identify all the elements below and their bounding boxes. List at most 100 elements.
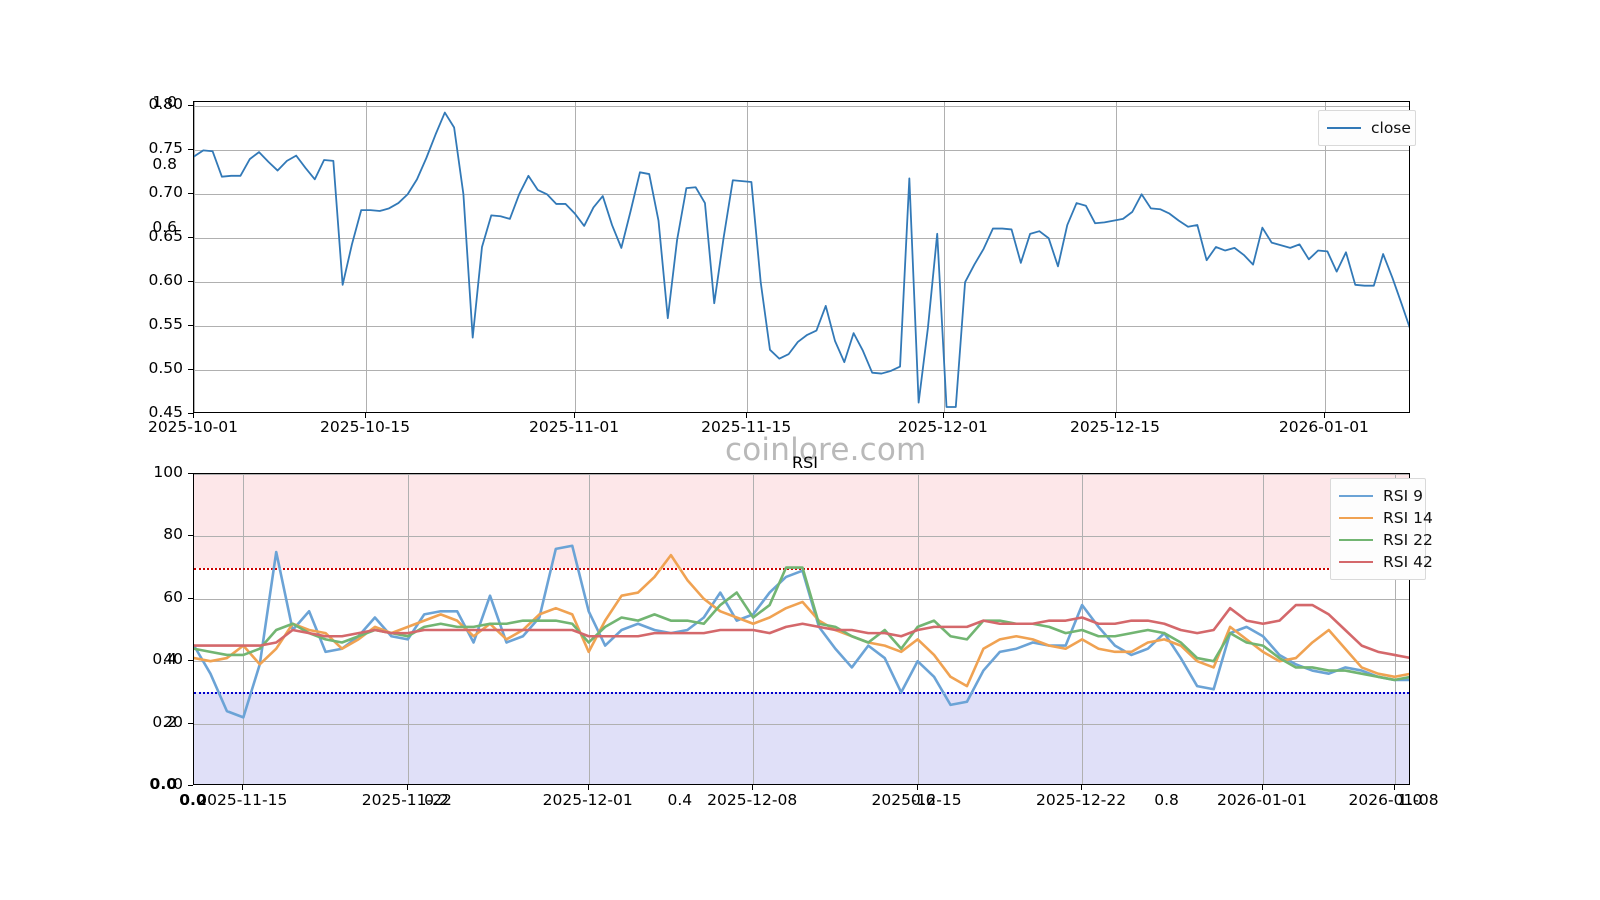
price-legend-item-0[interactable]: close [1327,117,1411,139]
price-gridline-v-1 [366,102,368,412]
price-secondary-y-tick-0: 1.0 [152,93,177,111]
rsi-y-tickmark-3 [188,660,193,662]
rsi-chart-title: RSI [792,453,818,472]
rsi-line-rsi-14 [194,553,1409,688]
price-y-tickmark-7 [188,413,193,414]
price-legend-label-0: close [1371,119,1411,137]
rsi-y-tickmark-5 [188,785,193,786]
price-gridline-h-6 [194,370,1409,372]
rsi-legend-item-2[interactable]: RSI 22 [1339,529,1433,551]
rsi-secondary-x-tick-2: 0.4 [667,791,693,809]
rsi-legend-item-0[interactable]: RSI 9 [1339,485,1423,507]
price-x-tickmark-2 [574,413,576,418]
price-x-tickmark-5 [1115,413,1116,418]
price-y-tick-0: 0.80 [148,95,183,114]
rsi-y-tick-4: 20 [163,712,183,731]
price-x-tick-6: 2026-01-01 [1278,418,1369,436]
price-gridline-h-1 [194,150,1409,152]
rsi-x-tick-1: 2025-11-22 [361,791,452,809]
price-gridline-v-0 [194,102,195,412]
rsi-gridline-h-1 [194,536,1409,538]
rsi-secondary-x-tick-5: 1.0 [1397,791,1423,809]
legend-swatch-rsi-22 [1339,539,1373,541]
rsi-x-tickmark-5 [1081,785,1083,790]
rsi-gridline-v-2 [588,474,590,784]
rsi-gridline-v-6 [1263,474,1264,784]
price-chart-panel [193,101,1410,413]
price-line-close [194,111,1409,408]
price-x-tickmark-4 [942,413,944,418]
rsi-x-tick-7: 2026-01-08 [1348,791,1439,809]
legend-swatch-rsi-14 [1339,517,1373,519]
rsi-secondary-y-tick-2: 0.0 [149,775,177,793]
rsi-y-tick-5: 0 [173,775,183,793]
rsi-secondary-y-tick-0: 0.4 [152,650,177,669]
rsi-chart-panel [193,473,1410,785]
rsi-x-tickmark-6 [1262,785,1263,790]
rsi-y-tickmark-2 [188,597,193,599]
price-close-series [194,111,1409,408]
price-x-tickmark-3 [746,413,748,418]
rsi-chart-legend[interactable]: RSI 9 RSI 14 RSI 22 RSI 42 [1330,478,1433,580]
rsi-x-tickmark-2 [587,785,589,790]
price-secondary-y-tick-1: 0.8 [152,155,177,174]
rsi-secondary-y-tick-1: 0.2 [152,712,177,731]
rsi-gridline-v-1 [407,474,409,784]
price-gridline-h-4 [194,282,1409,284]
rsi-legend-item-1[interactable]: RSI 14 [1339,507,1433,529]
price-x-tickmark-0 [193,413,194,418]
rsi-x-tick-2: 2025-12-01 [542,791,633,809]
coinlore-watermark: coinlore.com [725,432,927,468]
rsi-x-tickmark-3 [752,785,754,790]
rsi-secondary-x-tick-0: 0.0 [179,791,207,809]
rsi-oversold-band [194,692,1409,784]
price-chart-legend[interactable]: close [1318,110,1416,146]
rsi-secondary-x-tick-4: 0.8 [1154,791,1179,809]
price-y-tickmark-6 [188,369,193,371]
rsi-series-group [194,544,1409,719]
rsi-y-tick-1: 80 [163,525,183,544]
price-gridline-v-4 [943,102,945,412]
rsi-legend-label-1: RSI 14 [1383,509,1433,527]
price-gridline-h-0 [194,106,1409,108]
rsi-gridline-v-7 [1394,474,1396,784]
price-gridline-v-5 [1116,102,1117,412]
price-x-tickmark-1 [365,413,367,418]
rsi-oversold-threshold-line [194,692,1409,695]
price-y-tick-3: 0.65 [148,227,183,246]
price-y-tick-6: 0.50 [148,359,183,378]
price-y-tick-5: 0.55 [148,315,183,334]
rsi-x-tick-3: 2025-12-08 [707,791,798,809]
legend-swatch-rsi-9 [1339,495,1373,497]
rsi-legend-item-3[interactable]: RSI 42 [1339,551,1433,573]
rsi-y-tick-0: 100 [153,463,183,481]
legend-swatch-close [1327,127,1361,129]
price-gridline-v-2 [575,102,577,412]
rsi-legend-label-2: RSI 22 [1383,531,1433,549]
price-secondary-y-tick-2: 0.6 [152,217,177,236]
price-x-tick-0: 2025-10-01 [147,418,239,436]
rsi-x-tick-0: 2025-11-15 [197,791,288,809]
price-x-tick-5: 2025-12-15 [1069,418,1161,436]
price-y-tickmark-2 [188,193,193,195]
price-x-tick-3: 2025-11-15 [701,418,792,436]
rsi-y-tickmark-1 [188,535,193,537]
rsi-gridline-h-4 [194,723,1409,725]
rsi-x-tick-6: 2026-01-01 [1216,791,1308,809]
price-gridline-h-3 [194,238,1409,240]
rsi-x-tickmark-7 [1393,785,1395,790]
rsi-x-tick-4: 2025-12-15 [871,791,962,809]
price-gridline-h-2 [194,194,1409,196]
rsi-x-tick-5: 2025-12-22 [1036,791,1127,809]
rsi-y-tick-2: 60 [163,587,183,606]
rsi-gridline-v-0 [243,474,245,784]
rsi-secondary-x-tick-1: 0.2 [424,791,449,809]
rsi-x-tickmark-4 [916,785,918,790]
price-gridline-v-6 [1324,102,1326,412]
price-x-tick-1: 2025-10-15 [320,418,411,436]
rsi-x-tickmark-1 [406,785,408,790]
price-x-tick-2: 2025-11-01 [529,418,620,436]
rsi-legend-label-0: RSI 9 [1383,487,1423,505]
rsi-overbought-band [194,474,1409,568]
price-y-tickmark-5 [188,325,193,327]
